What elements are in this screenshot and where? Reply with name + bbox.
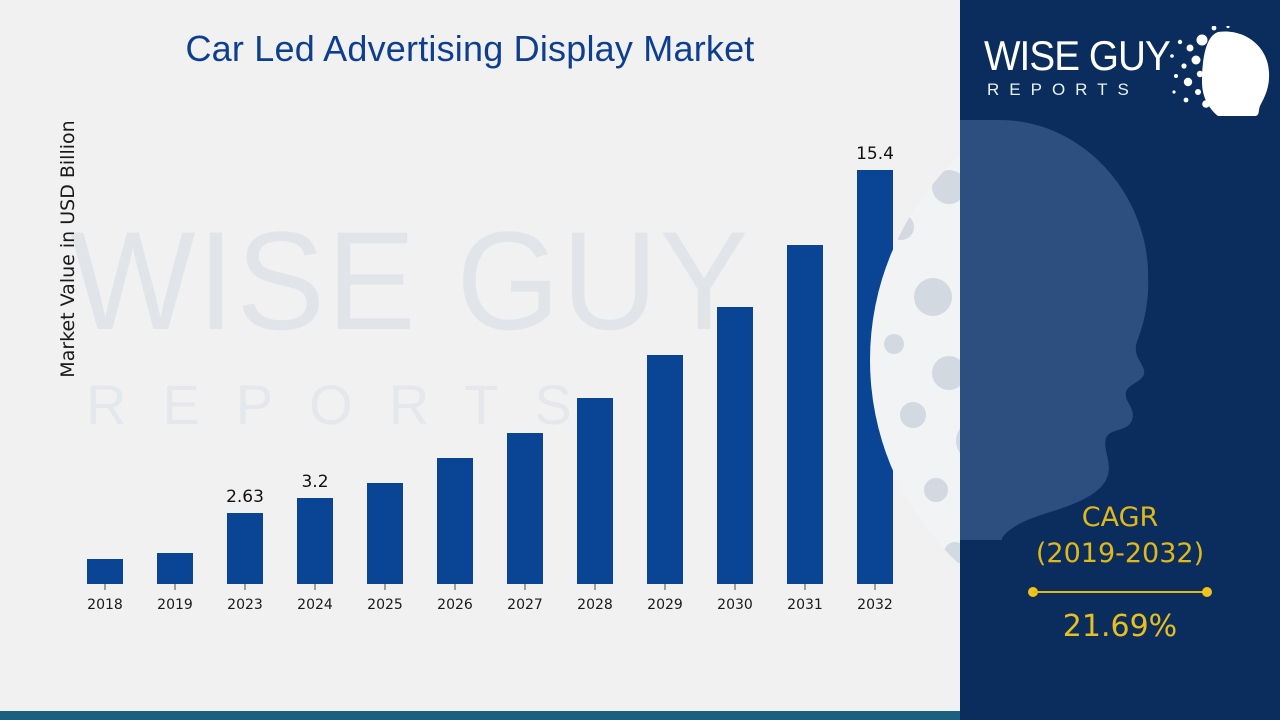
x-axis-tick (104, 584, 106, 590)
x-axis-tick-label: 2031 (787, 597, 823, 613)
bar-group: 2027 (490, 140, 560, 613)
x-axis-tick (594, 584, 596, 590)
bar (647, 355, 683, 584)
bar-group: 2029 (630, 140, 700, 613)
x-axis-tick-label: 2018 (87, 597, 123, 613)
chart-title: Car Led Advertising Display Market (185, 28, 755, 69)
x-axis-tick (314, 584, 316, 590)
divider-dot-right (1202, 586, 1212, 597)
x-axis-tick-label: 2026 (437, 597, 473, 613)
x-axis-tick (244, 584, 246, 590)
x-axis-tick-label: 2030 (717, 597, 753, 613)
logo-reports-text: REPORTS (987, 80, 1139, 99)
decor-dot (924, 478, 948, 502)
logo-wise-guy-text: WISE GUY (984, 32, 1171, 79)
decor-dot (914, 278, 952, 316)
bar-value-label: 15.4 (856, 143, 894, 164)
x-axis-tick (384, 584, 386, 590)
x-axis-tick (874, 584, 876, 590)
bar (577, 398, 613, 584)
cagr-block: CAGR (2019-2032) 21.69% (960, 500, 1280, 644)
bar-value-label: 2.63 (226, 487, 264, 508)
bar-value-label: 3.2 (301, 471, 329, 492)
cagr-value: 21.69% (1062, 608, 1178, 644)
bar-group: 3.2 2024 (280, 140, 350, 613)
bar (367, 483, 403, 584)
bar (87, 559, 123, 584)
x-axis-tick (734, 584, 736, 590)
bar (787, 244, 823, 584)
x-axis-tick (174, 584, 176, 590)
x-axis-tick-label: 2023 (227, 597, 263, 613)
x-axis-tick-label: 2027 (507, 597, 543, 613)
bar-group: 2030 (700, 140, 770, 613)
bar (507, 433, 543, 584)
x-axis-tick-label: 2028 (577, 597, 613, 613)
bar-group: 2031 (770, 140, 840, 613)
bar (227, 513, 263, 584)
x-axis-tick (664, 584, 666, 590)
logo-head-particles-icon (1170, 26, 1270, 116)
x-axis-tick-label: 2024 (297, 597, 333, 613)
x-axis-tick-label: 2029 (647, 597, 683, 613)
brand-panel: WISE GUY REPORTS (960, 0, 1280, 720)
bar (297, 497, 333, 584)
wiseguy-logo: WISE GUY REPORTS (960, 26, 1280, 118)
x-axis-tick-label: 2019 (157, 597, 193, 613)
cagr-period: (2019-2032) (1035, 538, 1205, 570)
bar-group: 2028 (560, 140, 630, 613)
bar-group: 2026 (420, 140, 490, 613)
bar (717, 306, 753, 584)
x-axis-tick (804, 584, 806, 590)
bottom-accent-strip (0, 711, 960, 720)
bar-group: 2019 (140, 140, 210, 613)
decor-dot (884, 334, 904, 354)
x-axis-tick-label: 2032 (857, 597, 893, 613)
bar-group: 2018 (70, 140, 140, 613)
x-axis-tick (524, 584, 526, 590)
bar-group: 2.63 2023 (210, 140, 280, 613)
bar-group: 2025 (350, 140, 420, 613)
cagr-divider (1028, 586, 1212, 597)
divider-rule (1033, 590, 1207, 593)
bar-plot: 2018 2019 2.63 2023 3.2 2024 2025 2026 2027 2028 2… (70, 140, 910, 613)
x-axis-tick (454, 584, 456, 590)
x-axis-tick-label: 2025 (367, 597, 403, 613)
decor-dot (888, 214, 914, 240)
bar (437, 457, 473, 584)
cagr-heading: CAGR (1081, 502, 1159, 533)
decor-dot (900, 402, 926, 428)
chart-area: WISE GUY REPORTS Car Led Advertising Dis… (57, 28, 910, 613)
bar (157, 552, 193, 584)
head-profile-silhouette (960, 120, 1149, 540)
